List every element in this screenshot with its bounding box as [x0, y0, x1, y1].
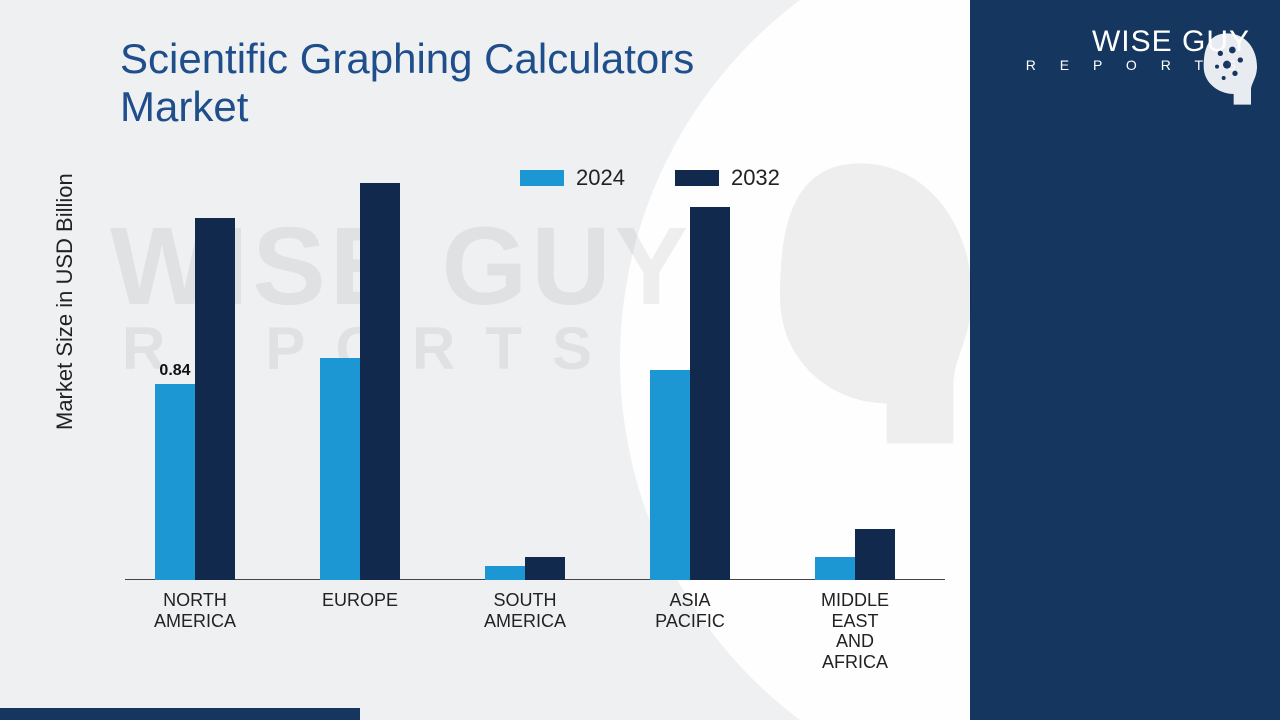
bar-2024-1 — [320, 358, 360, 580]
category-labels-row: NORTHAMERICA EUROPE SOUTHAMERICA ASIAPACIFI… — [125, 585, 945, 705]
canvas: WISE GUY REPORTS Scientific Graphing Cal… — [0, 0, 1280, 720]
bar-2032-2 — [525, 557, 565, 580]
logo-head-icon — [1192, 30, 1262, 110]
category-label: ASIAPACIFIC — [620, 590, 760, 631]
category-label: NORTHAMERICA — [125, 590, 265, 631]
category-label: SOUTHAMERICA — [455, 590, 595, 631]
page-title: Scientific Graphing Calculators Market — [120, 35, 820, 132]
category-label: MIDDLEEASTANDAFRICA — [785, 590, 925, 673]
bar-2032-3 — [690, 207, 730, 580]
bar-2032-4 — [855, 529, 895, 580]
bar-2024-2 — [485, 566, 525, 580]
y-axis-label: Market Size in USD Billion — [52, 173, 78, 430]
bar-chart: Market Size in USD Billion 0.84 NORTHAME… — [55, 160, 955, 700]
bar-2032-0 — [195, 218, 235, 580]
bar-2024-3 — [650, 370, 690, 580]
plot-area: 0.84 — [125, 160, 945, 580]
category-label: EUROPE — [290, 590, 430, 611]
bar-2024-0 — [155, 384, 195, 580]
bar-2024-4 — [815, 557, 855, 580]
value-label: 0.84 — [145, 362, 205, 380]
bottom-accent-bar — [0, 708, 360, 720]
bar-2032-1 — [360, 183, 400, 580]
